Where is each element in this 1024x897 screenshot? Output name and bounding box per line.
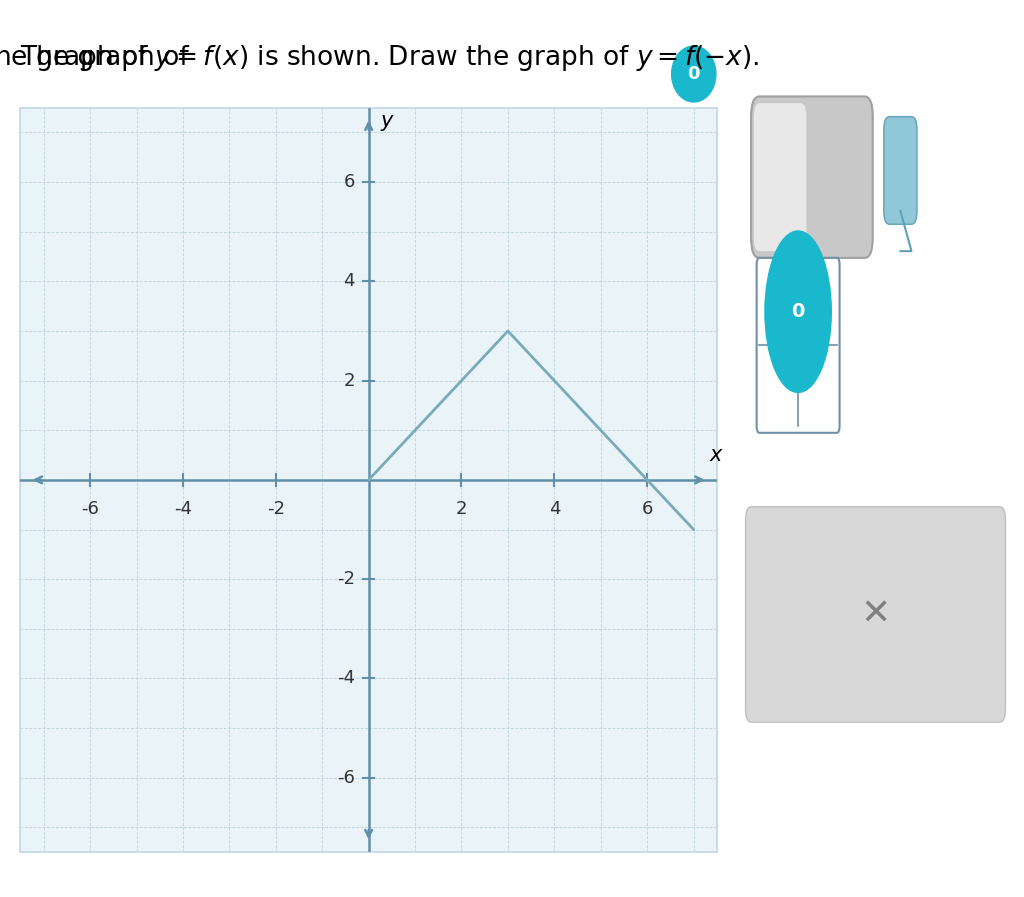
- Text: 0: 0: [687, 65, 700, 83]
- Text: $y$: $y$: [380, 113, 395, 133]
- FancyBboxPatch shape: [884, 117, 918, 224]
- FancyBboxPatch shape: [745, 507, 1006, 722]
- Text: 6: 6: [343, 173, 354, 191]
- FancyBboxPatch shape: [751, 97, 872, 258]
- Text: 2: 2: [456, 500, 467, 518]
- Text: ✕: ✕: [860, 597, 891, 631]
- Text: 0: 0: [792, 302, 805, 321]
- Text: -4: -4: [337, 669, 354, 687]
- Text: The graph of $y=f(x)$ is shown. Draw the graph of $y=f(-x)$.: The graph of $y=f(x)$ is shown. Draw the…: [0, 43, 760, 74]
- Text: x: x: [815, 295, 822, 308]
- Text: -6: -6: [81, 500, 99, 518]
- Text: -4: -4: [174, 500, 191, 518]
- Text: 4: 4: [343, 273, 354, 291]
- Text: -2: -2: [337, 570, 354, 588]
- FancyBboxPatch shape: [757, 258, 840, 433]
- Text: -2: -2: [267, 500, 285, 518]
- FancyBboxPatch shape: [754, 103, 807, 251]
- Text: 6: 6: [641, 500, 653, 518]
- Text: $x$: $x$: [710, 445, 724, 465]
- Circle shape: [672, 46, 716, 102]
- Text: 2: 2: [343, 371, 354, 389]
- Text: The graph of: The graph of: [20, 46, 198, 71]
- Text: -6: -6: [337, 769, 354, 787]
- Text: 4: 4: [549, 500, 560, 518]
- Circle shape: [765, 231, 831, 393]
